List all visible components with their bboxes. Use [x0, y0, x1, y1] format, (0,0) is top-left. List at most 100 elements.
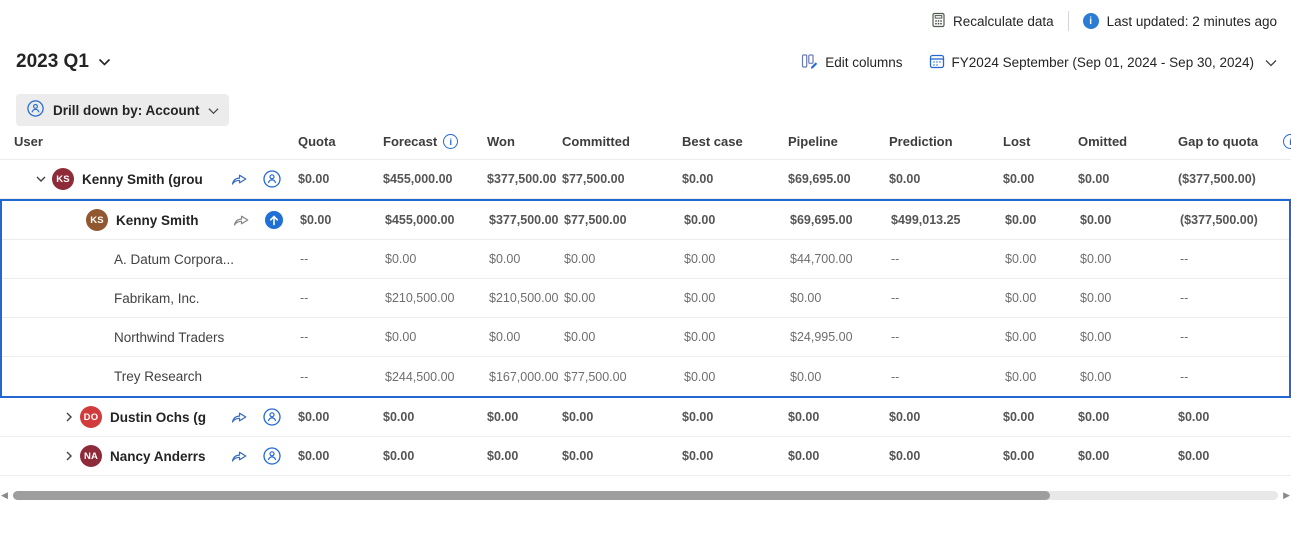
cell-won: $377,500.00 [487, 172, 557, 186]
cell-forecast: $0.00 [385, 252, 417, 266]
cell-forecast: $455,000.00 [385, 213, 455, 227]
cell-forecast: $244,500.00 [385, 369, 455, 384]
table-row[interactable]: NA Nancy Anderrs $0.00 $0.00 $0.00 $0.00 $0.00… [0, 437, 1291, 476]
cell-forecast: $0.00 [383, 449, 415, 463]
row-name-cell: Trey Research [2, 357, 285, 396]
cell-pipeline: $24,995.00 [790, 330, 853, 344]
row-name: Kenny Smith (grou [82, 171, 203, 187]
top-command-bar: Recalculate data i Last updated: 2 minut… [0, 0, 1291, 36]
cell-committed: $0.00 [564, 330, 596, 344]
cell-omitted: $0.00 [1080, 252, 1112, 266]
table-row[interactable]: A. Datum Corpora... -- $0.00 $0.00 $0.00 $0.0… [2, 240, 1289, 279]
selected-row-group: KS Kenny Smith $0.00 $455,000.00 $377,500.00… [0, 199, 1291, 398]
column-header-committed: Committed [547, 134, 667, 149]
row-name: A. Datum Corpora... [114, 251, 235, 267]
drill-down-icon[interactable] [261, 406, 283, 428]
cell-gap-to-quota: $0.00 [1178, 449, 1210, 463]
drill-up-icon[interactable] [263, 209, 285, 231]
period-label: 2023 Q1 [16, 51, 89, 72]
row-name-cell: KS Kenny Smith (grou [0, 160, 283, 198]
cell-committed: $0.00 [562, 410, 594, 424]
row-name: Dustin Ochs (g [110, 409, 207, 425]
table-row[interactable]: Trey Research -- $244,500.00 $167,000.00 $77… [2, 357, 1289, 396]
cell-gap-to-quota: $0.00 [1178, 410, 1210, 424]
drill-down-icon[interactable] [261, 168, 283, 190]
chevron-down-icon [207, 103, 219, 118]
fiscal-period-dropdown[interactable]: FY2024 September (Sep 01, 2024 - Sep 30,… [929, 53, 1277, 72]
chevron-down-icon [98, 51, 111, 73]
row-actions [226, 437, 283, 475]
edit-columns-label: Edit columns [825, 54, 903, 70]
column-header-best-case: Best case [667, 134, 773, 149]
share-icon[interactable] [228, 168, 250, 190]
scrollbar-thumb[interactable] [13, 491, 1051, 500]
cell-lost: $0.00 [1003, 410, 1035, 424]
chevron-down-icon [1265, 55, 1277, 70]
column-header-won: Won [472, 134, 547, 149]
row-name: Fabrikam, Inc. [114, 290, 200, 306]
row-name-cell: NA Nancy Anderrs [0, 437, 283, 475]
table-row[interactable]: KS Kenny Smith $0.00 $455,000.00 $377,500.00… [2, 201, 1289, 240]
column-header-gap-to-quota: Gap to quota i [1163, 134, 1291, 149]
table-row[interactable]: DO Dustin Ochs (g $0.00 $0.00 $0.00 $0.00 $0.0… [0, 398, 1291, 437]
cell-quota: -- [300, 330, 309, 344]
cell-won: $210,500.00 [489, 291, 559, 305]
cell-quota: $0.00 [298, 172, 330, 186]
grid-header-row: User Quota Forecast i Won Committed Best case P… [0, 124, 1291, 160]
edit-columns-button[interactable]: Edit columns [801, 53, 903, 72]
cell-quota: -- [300, 252, 309, 266]
cell-gap-to-quota: -- [1180, 291, 1189, 305]
cell-best-case: $0.00 [684, 369, 716, 384]
row-expand-chevron-down-icon[interactable] [30, 168, 52, 190]
recalculate-data-label: Recalculate data [953, 13, 1054, 29]
scrollbar-track[interactable] [13, 491, 1278, 500]
cell-lost: $0.00 [1005, 330, 1037, 344]
scroll-right-arrow-icon[interactable]: ▶ [1283, 490, 1290, 500]
cell-quota: $0.00 [298, 410, 330, 424]
drill-down-chip[interactable]: Drill down by: Account [16, 94, 229, 126]
divider [1067, 11, 1069, 31]
scroll-left-arrow-icon[interactable]: ◀ [1, 490, 8, 500]
row-actions [226, 160, 283, 198]
row-name: Nancy Anderrs [110, 448, 206, 464]
info-icon[interactable]: i [443, 134, 459, 149]
cell-prediction: -- [891, 252, 900, 266]
column-header-label: Gap to quota [1178, 134, 1259, 149]
share-icon[interactable] [230, 209, 252, 231]
table-row[interactable]: Northwind Traders -- $0.00 $0.00 $0.00 $0.00 $… [2, 318, 1289, 357]
info-icon[interactable]: i [1082, 13, 1099, 29]
share-icon[interactable] [228, 406, 250, 428]
row-name: Trey Research [114, 369, 203, 384]
table-body: KS Kenny Smith (grou $0.00 $455,000.00 $377,… [0, 160, 1291, 476]
forecast-grid: User Quota Forecast i Won Committed Best case P… [0, 124, 1291, 476]
toolbar: 2023 Q1 Edit columns FY2024 September (S… [0, 36, 1291, 84]
cell-prediction: $499,013.25 [891, 213, 961, 227]
share-icon[interactable] [228, 445, 250, 467]
cell-pipeline: $0.00 [790, 369, 822, 384]
cell-omitted: $0.00 [1080, 330, 1112, 344]
avatar: KS [86, 209, 108, 231]
column-header-label: User [14, 134, 43, 149]
info-icon[interactable]: i [1283, 134, 1291, 149]
cell-omitted: $0.00 [1078, 172, 1110, 186]
cell-lost: $0.00 [1003, 449, 1035, 463]
table-row[interactable]: KS Kenny Smith (grou $0.00 $455,000.00 $377,… [0, 160, 1291, 199]
column-header-label: Forecast [383, 134, 438, 149]
recalculate-data-button[interactable]: Recalculate data [931, 12, 1054, 31]
column-header-user: User [0, 134, 283, 149]
cell-committed: $0.00 [562, 449, 594, 463]
row-expand-chevron-right-icon[interactable] [58, 406, 80, 428]
table-row[interactable]: Fabrikam, Inc. -- $210,500.00 $210,500.00 $0… [2, 279, 1289, 318]
cell-prediction: $0.00 [889, 410, 921, 424]
row-name-cell: Northwind Traders [2, 318, 285, 356]
column-header-quota: Quota [283, 134, 368, 149]
period-dropdown[interactable]: 2023 Q1 [16, 51, 111, 73]
drill-down-icon[interactable] [261, 445, 283, 467]
cell-lost: $0.00 [1005, 369, 1037, 384]
cell-prediction: -- [891, 291, 900, 305]
row-name: Northwind Traders [114, 329, 225, 345]
row-expand-chevron-right-icon[interactable] [58, 445, 80, 467]
cell-committed: $0.00 [564, 252, 596, 266]
calculator-icon [931, 12, 946, 31]
row-name: Kenny Smith [116, 212, 199, 228]
